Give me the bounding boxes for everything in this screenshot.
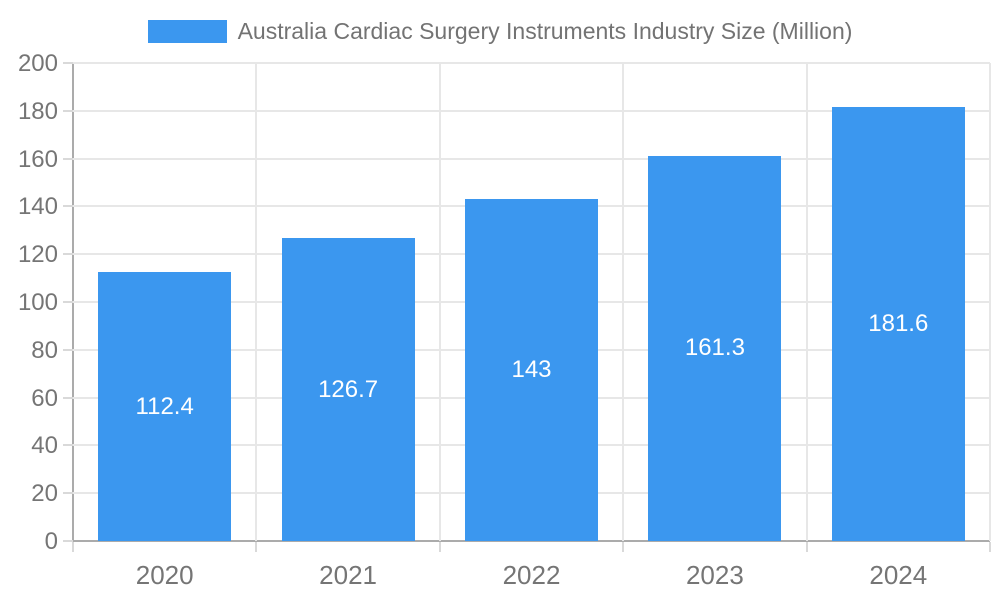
y-axis-tick — [63, 444, 73, 447]
y-tick-label: 120 — [17, 241, 58, 269]
bar[interactable]: 112.4 — [98, 272, 232, 541]
x-tick-label: 2022 — [502, 560, 561, 590]
y-tick-label: 20 — [31, 480, 58, 508]
gridline-horizontal — [73, 109, 990, 112]
gridline-horizontal — [73, 62, 990, 64]
bar[interactable]: 143 — [465, 199, 598, 541]
y-tick-label: 100 — [17, 289, 58, 316]
x-tick-label: 2021 — [319, 560, 378, 590]
bar[interactable]: 181.6 — [831, 106, 965, 541]
y-axis-tick — [63, 157, 73, 160]
legend-swatch[interactable] — [147, 20, 227, 43]
y-axis-tick — [63, 492, 73, 495]
y-axis-tick — [63, 301, 73, 303]
bar-value-label: 112.4 — [135, 392, 194, 420]
x-axis-tick — [438, 542, 441, 552]
x-axis-tick — [622, 542, 625, 552]
gridline-vertical — [438, 63, 441, 541]
plot-area: 112.4 126.7 143 161.3 181.6 — [73, 62, 991, 541]
x-axis-tick — [989, 542, 991, 552]
y-axis-tick — [63, 396, 73, 399]
x-tick-label: 2020 — [135, 560, 194, 590]
gridline-vertical — [622, 63, 625, 541]
gridline-vertical — [989, 63, 991, 541]
gridline-horizontal — [73, 157, 990, 160]
legend-label: Australia Cardiac Surgery Instruments In… — [237, 18, 853, 44]
y-axis-tick — [63, 109, 73, 112]
y-tick-label: 80 — [31, 336, 58, 364]
legend[interactable]: Australia Cardiac Surgery Instruments In… — [0, 18, 1000, 45]
x-tick-label: 2023 — [685, 560, 744, 590]
bar-value-label: 126.7 — [318, 375, 379, 403]
gridline-vertical — [805, 63, 808, 541]
y-axis-tick — [63, 205, 73, 208]
gridline-vertical — [255, 63, 258, 541]
y-axis-tick — [63, 540, 73, 542]
y-axis-tick — [63, 348, 73, 351]
bar[interactable]: 161.3 — [648, 155, 782, 541]
bar-value-label: 161.3 — [684, 334, 745, 362]
y-tick-label: 180 — [17, 97, 58, 125]
y-axis-tick — [63, 62, 73, 64]
bar-value-label: 181.6 — [868, 309, 929, 337]
y-tick-label: 200 — [17, 50, 58, 77]
y-axis-tick — [63, 253, 73, 256]
y-tick-label: 140 — [17, 193, 58, 221]
x-axis-line — [64, 540, 990, 542]
y-tick-label: 160 — [17, 145, 58, 173]
y-tick-label: 0 — [44, 528, 58, 555]
x-axis-tick — [255, 542, 258, 552]
bar-value-label: 143 — [511, 356, 552, 384]
x-axis-tick — [72, 542, 74, 552]
bar[interactable]: 126.7 — [281, 238, 415, 541]
x-axis-tick — [805, 542, 808, 552]
y-tick-label: 60 — [31, 384, 58, 412]
y-axis-line — [72, 63, 74, 552]
y-tick-label: 40 — [31, 432, 58, 460]
x-tick-label: 2024 — [869, 560, 928, 590]
